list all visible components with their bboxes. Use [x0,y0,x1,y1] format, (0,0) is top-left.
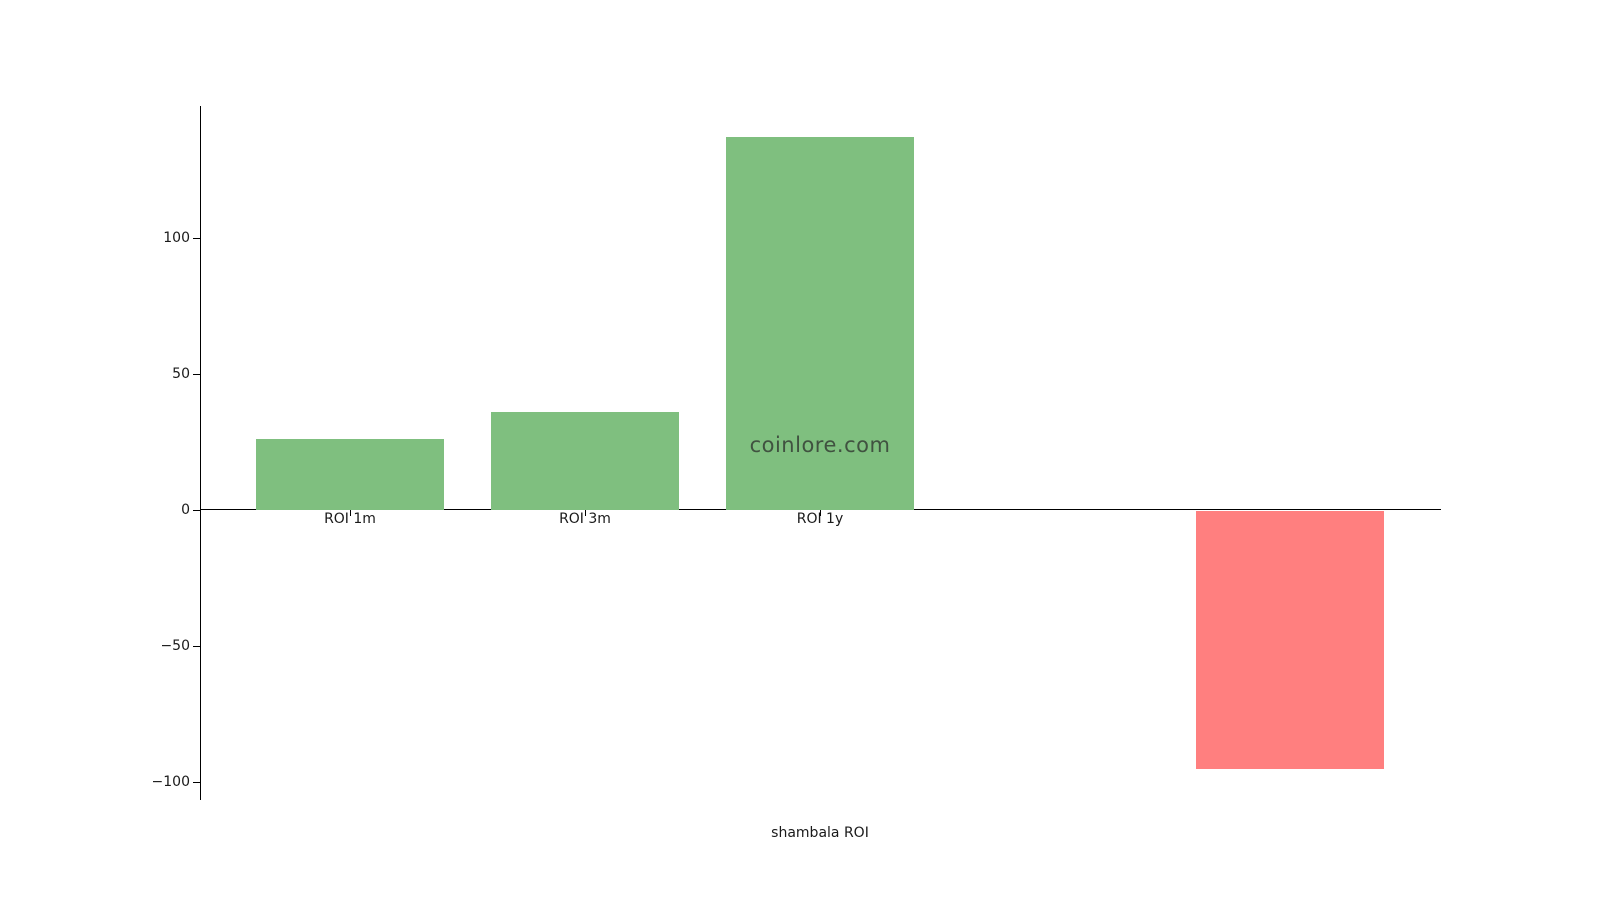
y-tick-label: 0 [181,502,190,518]
x-tick-label: ROI 3m [559,511,611,527]
x-tick [820,510,821,516]
y-tick [193,510,200,511]
y-tick-label: 50 [172,366,190,382]
bar-roi-1m [256,439,444,510]
y-tick [193,238,200,239]
watermark-text: coinlore.com [749,433,891,457]
y-tick-label: −100 [151,774,190,790]
y-axis-line [200,106,201,800]
y-tick-label: −50 [160,638,190,654]
x-tick [585,510,586,516]
x-tick-label: ROI 1m [324,511,376,527]
bar-roi-1y [726,137,914,510]
x-axis-title: shambala ROI [771,825,869,841]
bar-roi-3m [491,412,679,510]
x-tick-label: ROI 1y [796,511,844,527]
y-tick-label: 100 [163,230,190,246]
y-tick [193,782,200,783]
y-tick [193,374,200,375]
x-tick [350,510,351,516]
bar-5 [1196,511,1384,770]
y-tick [193,646,200,647]
